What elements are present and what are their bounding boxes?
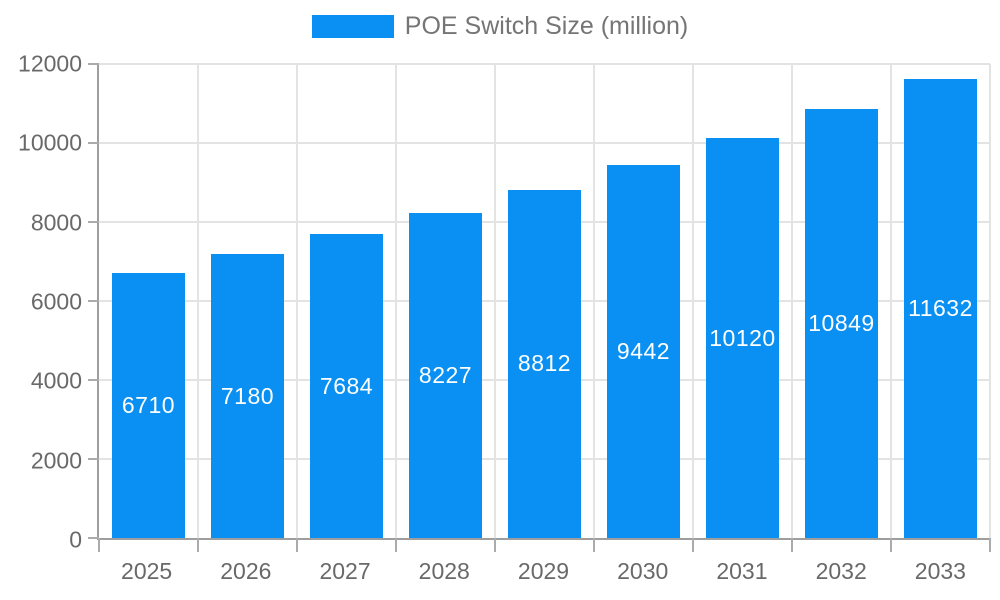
bar-value-label: 6710 (121, 391, 176, 418)
y-axis-tick-label: 6000 (30, 288, 82, 315)
x-axis-tick-label: 2033 (914, 558, 966, 584)
bar-value-label: 11632 (908, 294, 973, 321)
y-axis-tick-label: 8000 (30, 209, 82, 236)
y-axis-tick-label: 12000 (18, 50, 82, 77)
x-gridline (296, 64, 298, 538)
bar-2030: 9442 (607, 165, 680, 538)
x-tick-mark (296, 538, 298, 552)
y-tick-mark (88, 300, 99, 302)
bar-value-label: 8227 (418, 362, 473, 389)
y-axis-tick-label: 4000 (30, 367, 82, 394)
x-gridline (394, 64, 397, 538)
x-tick-mark (989, 538, 991, 552)
x-axis-tick-label: 2032 (815, 558, 867, 584)
x-gridline (791, 64, 793, 538)
x-tick-mark (593, 538, 595, 552)
y-tick-mark (88, 537, 99, 539)
y-axis-tick-label: 0 (69, 526, 82, 553)
bar-value-label: 10849 (808, 310, 875, 337)
chart-legend: POE Switch Size (million) (0, 14, 1000, 39)
x-gridline (989, 64, 991, 538)
bar-value-label: 7684 (319, 372, 374, 399)
bar-2026: 7180 (210, 254, 284, 538)
bar-2029: 8812 (508, 189, 581, 538)
x-axis-tick-label: 2031 (716, 558, 768, 584)
x-axis-tick-label: 2027 (319, 558, 371, 584)
bar-2033: 11632 (904, 78, 977, 538)
y-tick-mark (88, 379, 99, 382)
x-axis-tick-label: 2026 (220, 558, 272, 584)
x-tick-mark (98, 538, 100, 552)
bar-2031: 10120 (706, 138, 779, 538)
x-tick-mark (394, 538, 397, 552)
legend-swatch (311, 15, 394, 38)
y-tick-mark (88, 458, 99, 461)
x-tick-mark (691, 538, 694, 552)
x-tick-mark (494, 538, 496, 552)
bar-value-label: 7180 (220, 382, 275, 409)
bar-value-label: 10120 (709, 324, 776, 351)
plot-area: 6710 7180 7684 8227 8812 9442 10120 10849 11632 (88, 63, 991, 552)
x-tick-mark (197, 538, 199, 552)
y-gridline (99, 63, 990, 65)
x-axis-tick-label: 2028 (418, 558, 470, 584)
bar-2028: 8227 (409, 213, 482, 538)
x-gridline (197, 64, 199, 538)
x-axis: 2025 2026 2027 2028 2029 2030 2031 2032 2033 (97, 556, 990, 596)
x-axis-tick-label: 2030 (617, 558, 669, 584)
legend-item-poe-switch-size[interactable]: POE Switch Size (million) (311, 12, 689, 40)
x-axis-tick-label: 2025 (121, 558, 173, 584)
bar-value-label: 8812 (517, 350, 572, 377)
y-tick-mark (88, 142, 99, 144)
bar-2025: 6710 (111, 272, 185, 538)
x-tick-mark (890, 538, 892, 552)
y-axis-tick-label: 2000 (30, 447, 82, 474)
x-gridline (890, 64, 892, 538)
x-gridline (593, 64, 595, 538)
legend-label: POE Switch Size (million) (404, 12, 689, 40)
x-gridline (691, 64, 694, 538)
y-axis: 0 2000 4000 6000 8000 10000 12000 (0, 52, 82, 551)
y-axis-tick-label: 10000 (18, 129, 82, 156)
y-tick-mark (88, 63, 99, 65)
x-tick-mark (791, 538, 793, 552)
x-axis-tick-label: 2029 (517, 558, 570, 584)
bar-2027: 7684 (310, 234, 383, 538)
y-tick-mark (88, 221, 99, 224)
y-gridline (99, 142, 990, 144)
bar-2032: 10849 (805, 109, 878, 538)
x-gridline (494, 64, 496, 538)
bar-value-label: 9442 (616, 338, 671, 365)
